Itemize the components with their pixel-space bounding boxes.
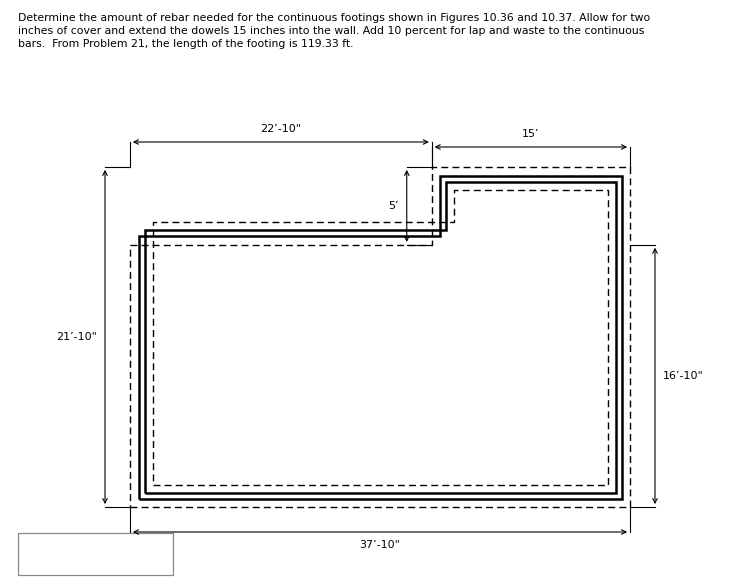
Text: 21’-10": 21’-10" bbox=[56, 332, 97, 342]
Text: 15’: 15’ bbox=[522, 129, 540, 139]
Text: 37’-10": 37’-10" bbox=[359, 540, 400, 550]
Text: 16’-10": 16’-10" bbox=[663, 371, 704, 381]
Text: 22’-10": 22’-10" bbox=[260, 124, 302, 134]
Bar bbox=[18, 533, 173, 575]
Text: Determine the amount of rebar needed for the continuous footings shown in Figure: Determine the amount of rebar needed for… bbox=[18, 13, 650, 49]
Text: 5’: 5’ bbox=[388, 201, 399, 211]
